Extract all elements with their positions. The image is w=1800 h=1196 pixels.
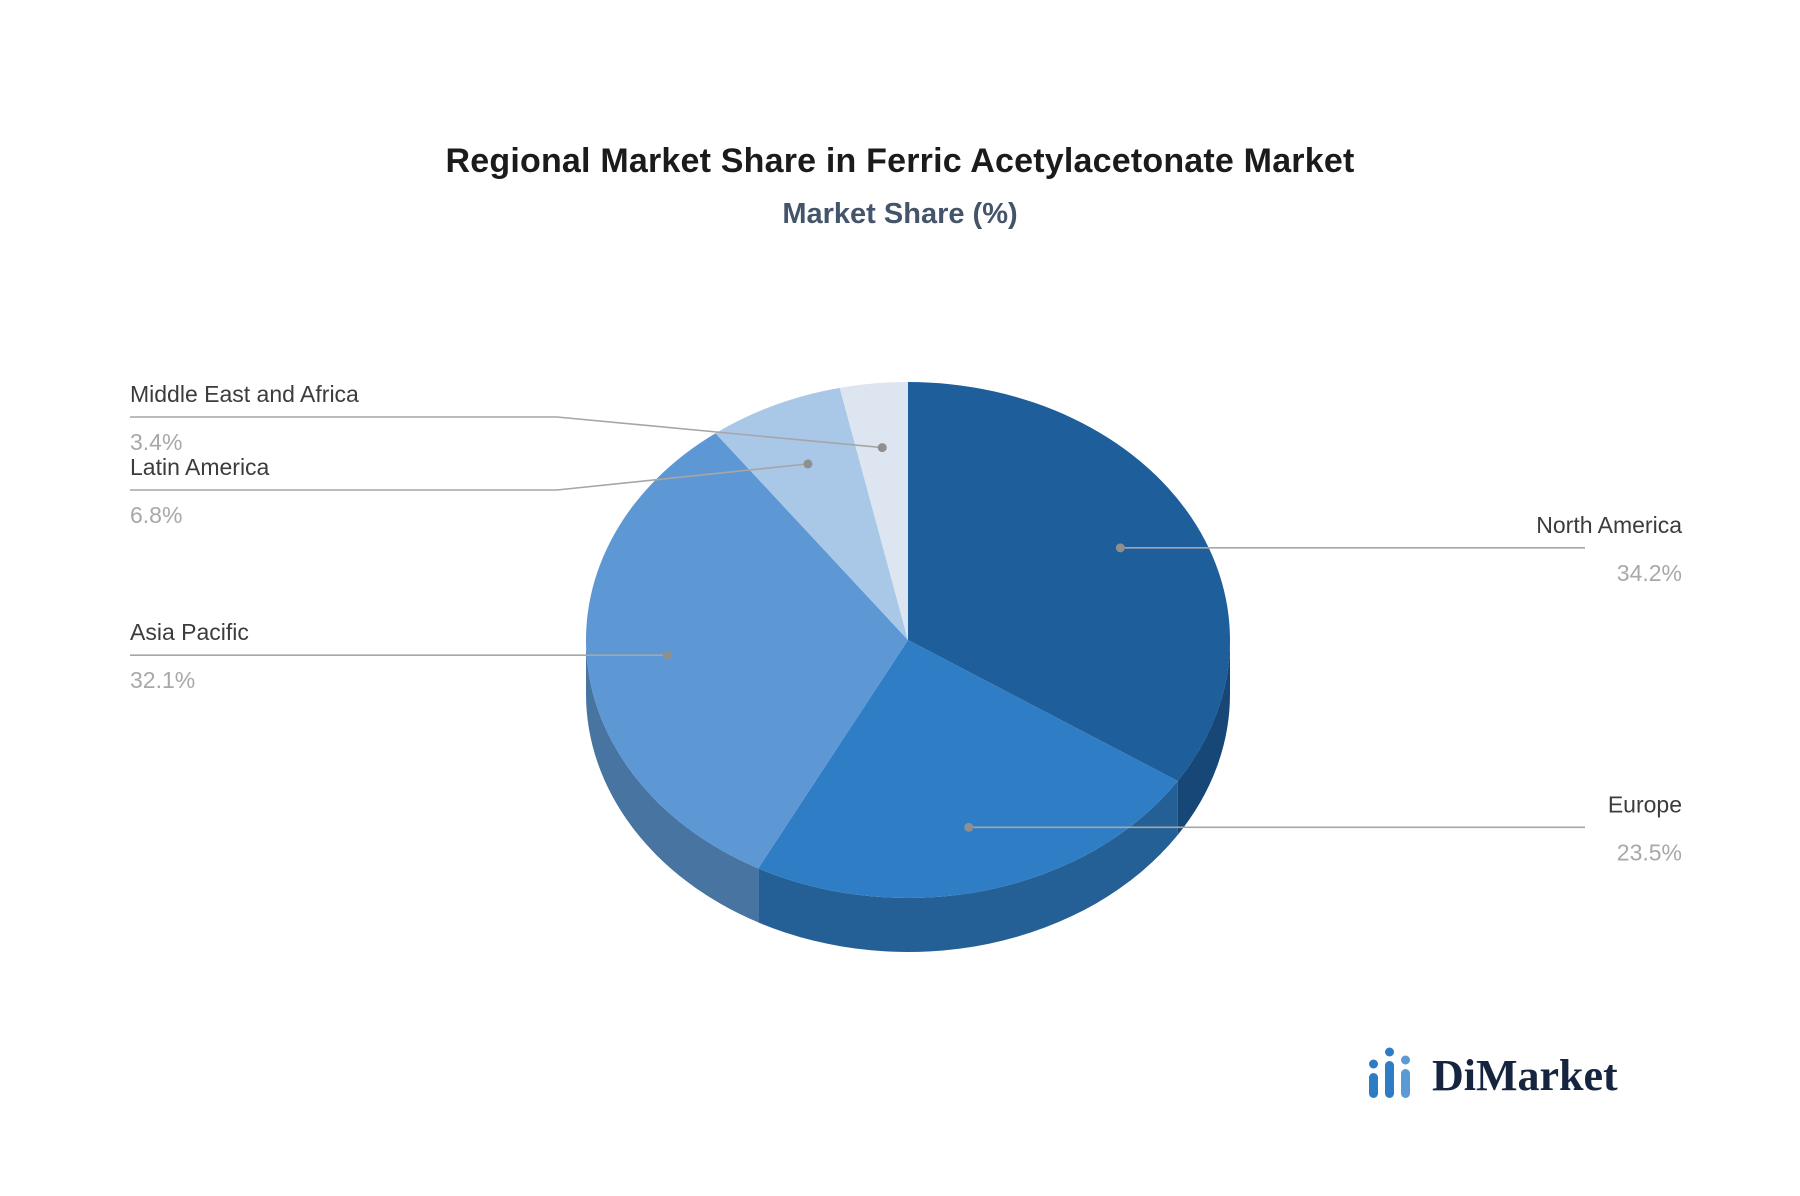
slice-label-middle-east-and-africa: Middle East and Africa: [130, 381, 359, 407]
leader-dot-europe: [964, 822, 974, 832]
slice-label-europe: Europe: [1608, 791, 1682, 817]
brand-name: DiMarket: [1432, 1051, 1618, 1101]
pie-slice-middle-east-and-africa[interactable]: [839, 382, 908, 640]
pie-slice-asia-pacific[interactable]: [585, 433, 908, 869]
chart-subtitle: Market Share (%): [782, 198, 1018, 230]
pie-slice-latin-america[interactable]: [715, 387, 908, 640]
slice-value-middle-east-and-africa: 3.4%: [130, 429, 182, 455]
slice-value-europe: 23.5%: [1617, 839, 1682, 865]
slice-value-asia-pacific: 32.1%: [130, 667, 195, 693]
pie-slice-north-america[interactable]: [908, 382, 1230, 781]
pie-slice-side-europe: [758, 780, 1178, 952]
pie-slice-side-north-america: [1177, 640, 1230, 835]
brand-icon: [1369, 1047, 1410, 1098]
brand-logo: DiMarket: [1368, 1040, 1618, 1102]
pie-slice-side-asia-pacific: [586, 640, 759, 923]
slice-value-north-america: 34.2%: [1617, 560, 1682, 586]
slice-value-latin-america: 6.8%: [130, 502, 182, 528]
slice-label-asia-pacific: Asia Pacific: [130, 619, 249, 645]
leader-dot-asia-pacific: [662, 650, 672, 660]
pie-slice-europe[interactable]: [758, 640, 1178, 899]
leader-dot-middle-east-and-africa: [877, 443, 887, 453]
slice-label-latin-america: Latin America: [130, 454, 270, 480]
leader-dot-latin-america: [803, 459, 813, 469]
leader-line-latin-america: [130, 463, 809, 491]
slice-label-north-america: North America: [1536, 512, 1682, 538]
chart-title: Regional Market Share in Ferric Acetylac…: [445, 142, 1355, 180]
leader-dot-north-america: [1115, 543, 1125, 553]
leader-line-middle-east-and-africa: [130, 416, 883, 449]
